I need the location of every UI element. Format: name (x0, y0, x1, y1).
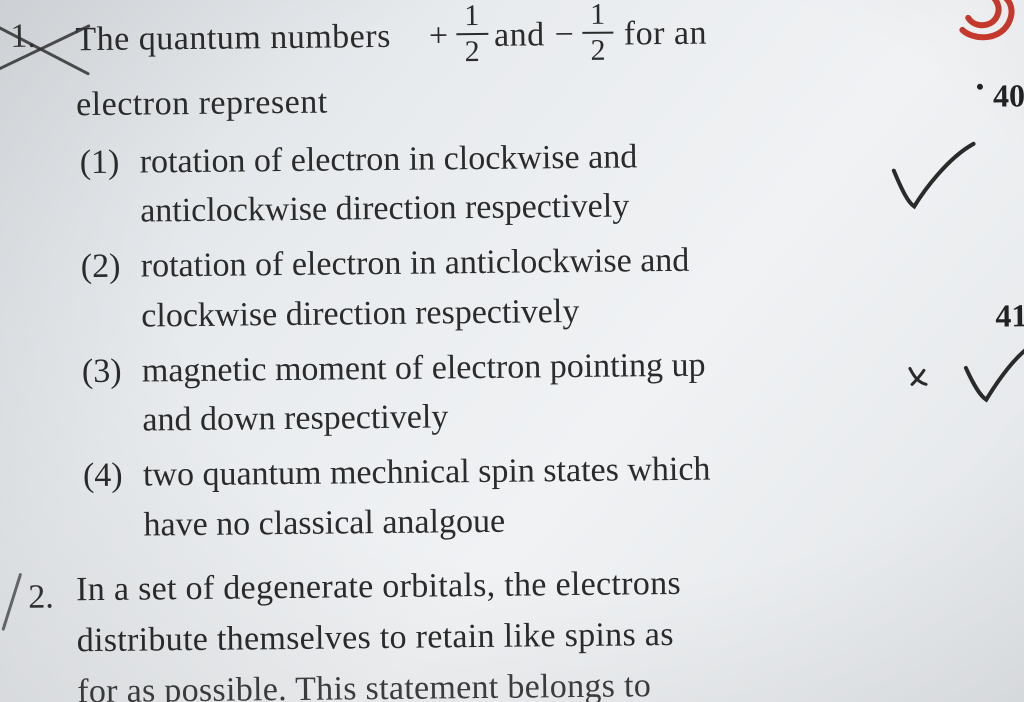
fraction-half: 1 2 (456, 1, 488, 67)
option-text: rotation of electron in anticlockwise an… (141, 233, 1018, 341)
question-1-number: 1. (10, 18, 36, 56)
tick-mark-icon (962, 341, 1024, 412)
margin-number-text: 40 (993, 77, 1024, 113)
stem-line-2: electron represent (76, 69, 1016, 132)
option-text: two quantum mechnical spin states which … (143, 442, 1020, 550)
option-1: (1) rotation of electron in clockwise an… (79, 128, 1016, 236)
option-label: (4) (83, 451, 144, 550)
option-label: (2) (81, 242, 142, 341)
option-text-line: rotation of electron in clockwise and (140, 138, 638, 180)
option-text-line: magnetic moment of electron pointing up (142, 347, 706, 390)
question-2-stem: In a set of degenerate orbitals, the ele… (76, 554, 1022, 702)
option-2: (2) rotation of electron in anticlockwis… (81, 233, 1018, 341)
fraction-half: 1 2 (582, 0, 614, 66)
option-text: magnetic moment of electron pointing up … (142, 337, 1019, 445)
question-1: 1. The quantum numbers + 1 2 and − 1 2 (20, 0, 1020, 551)
question-1-stem: The quantum numbers + 1 2 and − 1 2 for … (75, 0, 1015, 132)
question-1-options: (1) rotation of electron in clockwise an… (79, 128, 1019, 550)
option-text-line: anticlockwise direction respectively (140, 187, 629, 229)
option-text: rotation of electron in clockwise and an… (139, 128, 1016, 236)
question-2: 2. In a set of degenerate orbitals, the … (26, 554, 1022, 702)
stem-text: and (494, 9, 545, 62)
option-text-line: and down respectively (142, 399, 448, 439)
denominator: 2 (457, 35, 489, 67)
option-text-line: have no classical analgoue (143, 503, 505, 544)
page: 1. The quantum numbers + 1 2 and − 1 2 (0, 0, 1024, 702)
denominator: 2 (582, 34, 614, 66)
annotation-mark-icon (904, 362, 932, 390)
stem-text: The quantum numbers (75, 11, 391, 67)
option-text-line: rotation of electron in anticlockwise an… (141, 242, 690, 285)
option-3: (3) magnetic moment of electron pointing… (82, 337, 1019, 445)
numerator: 1 (582, 0, 614, 34)
stem-text: for an (624, 7, 708, 61)
stem-line-1: The quantum numbers + 1 2 and − 1 2 for … (75, 0, 1015, 73)
margin-number-41: 41 (995, 297, 1024, 334)
option-text-line: clockwise direction respectively (141, 293, 579, 335)
option-4: (4) two quantum mechnical spin states wh… (83, 442, 1020, 550)
bullet-dot-icon (977, 84, 983, 90)
margin-slash-icon (1, 573, 22, 631)
numerator: 1 (456, 1, 488, 35)
option-label: (3) (82, 346, 143, 445)
margin-number-40: 40 (993, 77, 1024, 114)
question-2-number: 2. (28, 579, 54, 617)
plus-sign: + (429, 10, 449, 63)
tick-mark-icon (888, 140, 979, 221)
option-label: (1) (79, 137, 140, 236)
option-text-line: two quantum mechnical spin states which (143, 451, 711, 494)
minus-sign: − (554, 9, 574, 62)
